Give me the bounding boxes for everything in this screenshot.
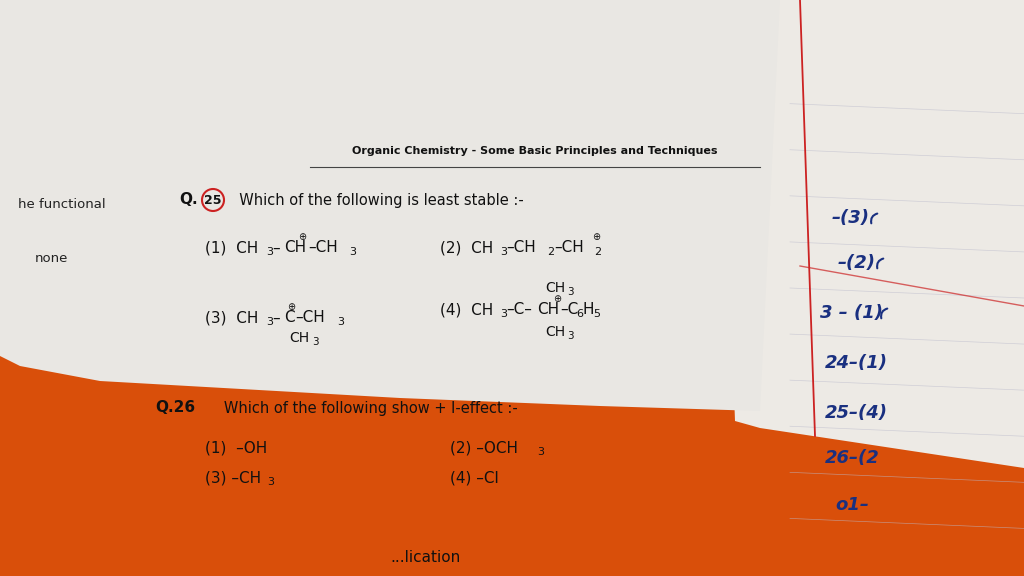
- Text: 5: 5: [593, 309, 600, 319]
- Text: –CH: –CH: [506, 241, 536, 256]
- Text: CH: CH: [545, 325, 565, 339]
- Text: –(3): –(3): [831, 209, 870, 227]
- Text: (3)  CH: (3) CH: [205, 310, 258, 325]
- Text: 3: 3: [266, 247, 273, 257]
- Text: 2: 2: [594, 247, 601, 257]
- Text: (1)  CH: (1) CH: [205, 241, 258, 256]
- Text: 6: 6: [575, 309, 583, 319]
- Text: ...lication: ...lication: [390, 551, 460, 566]
- Text: 3: 3: [267, 477, 274, 487]
- Polygon shape: [0, 0, 780, 411]
- Text: 3: 3: [312, 337, 318, 347]
- Text: (4) –Cl: (4) –Cl: [450, 471, 499, 486]
- Text: Organic Chemistry - Some Basic Principles and Techniques: Organic Chemistry - Some Basic Principle…: [352, 146, 718, 156]
- Text: –(2): –(2): [838, 254, 876, 272]
- Text: 3: 3: [349, 247, 356, 257]
- Text: 3: 3: [567, 331, 573, 341]
- Text: CH: CH: [545, 281, 565, 295]
- Text: C: C: [284, 310, 295, 325]
- Text: (2) –OCH: (2) –OCH: [450, 441, 518, 456]
- Text: 3: 3: [500, 247, 507, 257]
- Polygon shape: [720, 0, 1024, 468]
- Text: ⊕: ⊕: [298, 232, 306, 242]
- Text: –CH: –CH: [295, 310, 325, 325]
- Text: (3) –CH: (3) –CH: [205, 471, 261, 486]
- Text: 2: 2: [547, 247, 554, 257]
- Text: CH: CH: [537, 302, 559, 317]
- Text: 3 – (1): 3 – (1): [820, 304, 883, 322]
- Text: Q.: Q.: [179, 192, 198, 207]
- Text: (4)  CH: (4) CH: [440, 302, 494, 317]
- Text: o1–: o1–: [835, 496, 869, 514]
- Text: ⊕: ⊕: [553, 294, 561, 304]
- Text: 25: 25: [204, 194, 222, 207]
- Text: 3: 3: [537, 447, 544, 457]
- Text: he functional: he functional: [18, 199, 105, 211]
- Text: –CH: –CH: [554, 241, 584, 256]
- Text: CH: CH: [289, 331, 309, 345]
- Text: ⊕: ⊕: [287, 302, 295, 312]
- Text: CH: CH: [284, 241, 306, 256]
- Text: Which of the following is least stable :-: Which of the following is least stable :…: [230, 192, 523, 207]
- Text: H: H: [582, 302, 594, 317]
- Text: 24–(1): 24–(1): [825, 354, 888, 372]
- Text: –: –: [272, 310, 280, 325]
- Text: ⊕: ⊕: [592, 232, 600, 242]
- Text: 3: 3: [337, 317, 344, 327]
- Text: Q.26: Q.26: [155, 400, 196, 415]
- Text: 3: 3: [567, 287, 573, 297]
- Text: Which of the following show + I-effect :-: Which of the following show + I-effect :…: [210, 400, 518, 415]
- Text: –C: –C: [560, 302, 579, 317]
- Text: 26–(2: 26–(2: [825, 449, 880, 467]
- Text: (1)  –OH: (1) –OH: [205, 441, 267, 456]
- Text: –CH: –CH: [308, 241, 338, 256]
- Text: 25–(4): 25–(4): [825, 404, 888, 422]
- Text: none: none: [35, 252, 69, 264]
- Text: –: –: [272, 241, 280, 256]
- Text: –C–: –C–: [506, 302, 531, 317]
- Text: 3: 3: [500, 309, 507, 319]
- Text: (2)  CH: (2) CH: [440, 241, 494, 256]
- Text: 3: 3: [266, 317, 273, 327]
